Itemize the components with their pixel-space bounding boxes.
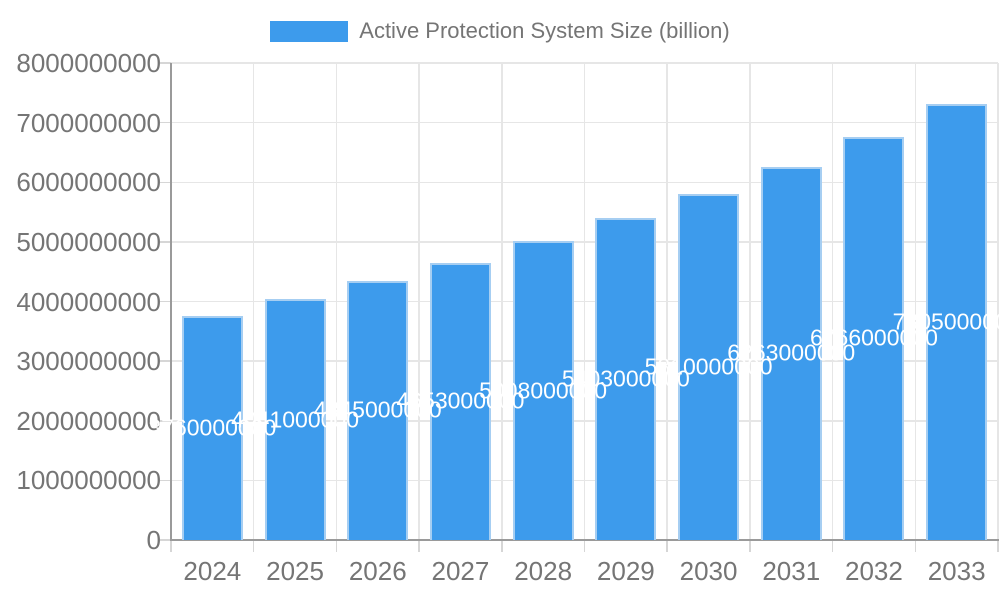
- y-axis-tick: [160, 420, 171, 422]
- gridline-vertical: [914, 63, 917, 540]
- x-axis-tick: [583, 541, 586, 552]
- gridline-vertical: [583, 63, 586, 540]
- gridline-vertical: [335, 63, 338, 540]
- x-axis-tick: [749, 541, 751, 552]
- y-tick-label: 1000000000: [16, 465, 161, 496]
- gridline-vertical: [997, 63, 999, 540]
- x-axis-tick: [914, 541, 917, 552]
- bar-value-label: 3760000000: [148, 414, 277, 441]
- bar-2028[interactable]: [512, 241, 574, 540]
- x-axis-tick: [831, 541, 834, 552]
- x-axis-tick: [335, 541, 338, 552]
- legend-label: Active Protection System Size (billion): [359, 18, 730, 43]
- bar-value-label: 5403000000: [561, 365, 690, 392]
- x-tick-label: 2033: [927, 556, 986, 586]
- bar-value-label: 6263000000: [727, 339, 856, 366]
- y-axis-tick: [160, 360, 171, 362]
- bar-value-label: 4653000000: [396, 387, 525, 414]
- gridline-vertical: [252, 63, 255, 540]
- bar-value-label: 5008000000: [479, 377, 608, 404]
- legend-swatch-icon: [270, 20, 349, 42]
- bar-value-label: 6766000000: [809, 324, 938, 351]
- x-axis-tick: [501, 541, 503, 552]
- y-axis-tick: [160, 479, 171, 482]
- bar-value-label: 5810000000: [644, 353, 773, 380]
- x-axis-tick: [170, 541, 172, 552]
- bar-2033[interactable]: [926, 104, 988, 540]
- y-tick-label: 8000000000: [16, 48, 161, 78]
- bar-2030[interactable]: [678, 193, 740, 540]
- y-tick-label: 3000000000: [16, 346, 161, 377]
- chart-legend[interactable]: Active Protection System Size (billion): [0, 18, 1000, 44]
- y-axis-tick: [160, 181, 171, 183]
- x-axis-line: [170, 539, 999, 541]
- y-tick-label: 4000000000: [16, 286, 161, 317]
- bar-2025[interactable]: [264, 299, 326, 540]
- x-axis-tick: [997, 541, 999, 552]
- x-tick-label: 2030: [679, 556, 738, 586]
- y-axis-tick: [160, 539, 171, 541]
- x-tick-label: 2026: [348, 556, 407, 586]
- y-axis-tick: [160, 241, 171, 243]
- y-tick-label: 2000000000: [16, 405, 161, 436]
- gridline-vertical: [666, 63, 668, 540]
- y-tick-label: 0: [146, 525, 161, 555]
- gridline-vertical: [418, 63, 420, 540]
- y-tick-label: 6000000000: [16, 167, 161, 198]
- x-axis-tick: [252, 541, 255, 552]
- y-axis-tick: [160, 121, 171, 124]
- x-tick-label: 2032: [845, 556, 903, 586]
- x-tick-label: 2028: [514, 556, 573, 586]
- y-axis-tick: [160, 300, 171, 303]
- y-axis-line: [169, 63, 172, 541]
- bar-2029[interactable]: [595, 217, 657, 540]
- bar-2027[interactable]: [429, 262, 491, 540]
- gridline-vertical: [831, 63, 834, 540]
- y-tick-label: 7000000000: [16, 107, 161, 138]
- gridline-vertical: [501, 63, 503, 540]
- x-axis-tick: [666, 541, 668, 552]
- x-tick-label: 2029: [596, 556, 655, 586]
- bar-value-label: 4041000000: [231, 406, 360, 433]
- bar-2031[interactable]: [760, 166, 822, 540]
- gridline-vertical: [749, 63, 751, 540]
- bar-value-label: 7305000000: [892, 308, 1000, 335]
- x-tick-label: 2027: [431, 556, 490, 586]
- x-tick-label: 2024: [183, 556, 242, 586]
- x-tick-label: 2025: [266, 556, 324, 586]
- bar-2032[interactable]: [843, 136, 905, 540]
- x-tick-label: 2031: [762, 556, 821, 586]
- y-tick-label: 5000000000: [16, 226, 161, 257]
- bar-2026[interactable]: [347, 280, 409, 540]
- x-axis-tick: [418, 541, 420, 552]
- y-axis-tick: [160, 62, 171, 64]
- bar-2024[interactable]: [181, 315, 243, 540]
- bar-value-label: 4345000000: [313, 396, 442, 423]
